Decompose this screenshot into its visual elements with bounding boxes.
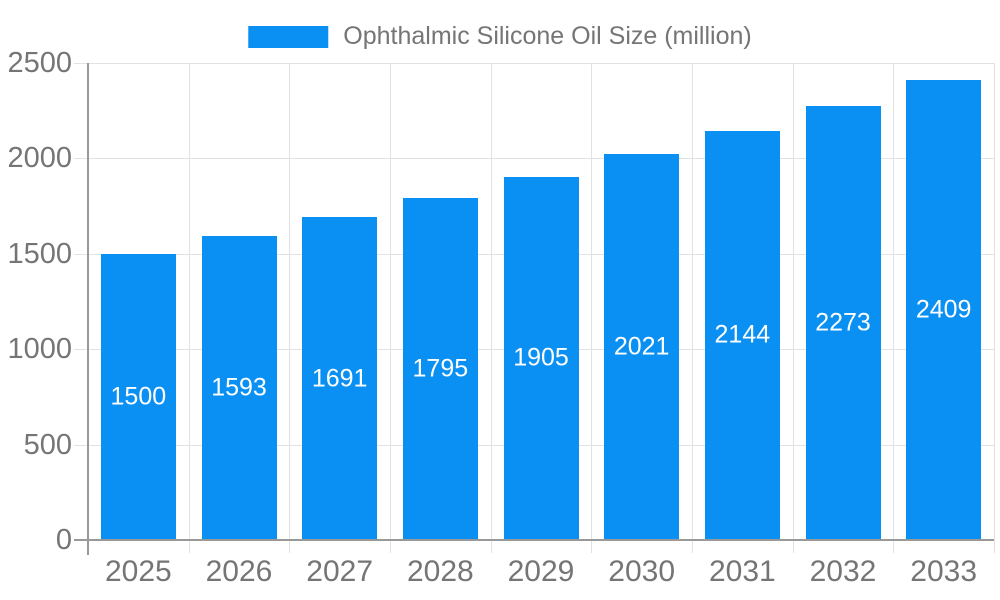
bar-2028[interactable]: 1795 — [402, 197, 478, 540]
legend[interactable]: Ophthalmic Silicone Oil Size (million) — [248, 22, 752, 51]
bar-value-label: 1500 — [110, 382, 167, 411]
x-gridline — [994, 63, 995, 553]
bar-value-label: 2273 — [815, 308, 871, 337]
y-gridline — [74, 63, 994, 64]
y-axis-tick-label: 2500 — [7, 47, 72, 79]
bar-2026[interactable]: 1593 — [201, 236, 277, 540]
x-gridline — [490, 63, 492, 553]
y-axis-tick-label: 500 — [23, 428, 72, 461]
bar-value-label: 2021 — [613, 332, 670, 361]
x-axis-tick-label: 2028 — [406, 555, 474, 588]
x-axis-tick-label: 2032 — [809, 555, 877, 588]
bar-2029[interactable]: 1905 — [503, 176, 579, 540]
bar-2033[interactable]: 2409 — [906, 80, 982, 540]
bar-value-label: 1905 — [513, 343, 569, 372]
x-axis-tick-label: 2031 — [708, 555, 776, 588]
bar-value-label: 1593 — [211, 373, 267, 402]
x-axis-tick-label: 2029 — [507, 555, 575, 588]
x-gridline — [188, 63, 190, 553]
x-axis-tick-label: 2033 — [910, 555, 978, 588]
bar-value-label: 2409 — [915, 295, 972, 324]
x-axis-tick-label: 2027 — [306, 555, 374, 588]
x-gridline — [289, 63, 291, 553]
x-gridline — [692, 63, 693, 553]
bar-2032[interactable]: 2273 — [805, 106, 881, 540]
x-gridline — [893, 63, 895, 553]
bar-value-label: 2144 — [714, 320, 771, 349]
x-axis-tick-label: 2030 — [608, 555, 676, 588]
bar-2030[interactable]: 2021 — [604, 154, 680, 540]
bar-value-label: 1795 — [412, 354, 469, 383]
x-axis-line — [74, 539, 994, 541]
bar-2025[interactable]: 1500 — [100, 253, 176, 540]
legend-swatch — [248, 25, 329, 48]
y-axis-tick-label: 1000 — [7, 333, 72, 366]
y-gridline — [74, 158, 994, 160]
y-axis-tick-label: 0 — [55, 524, 72, 556]
bar-2031[interactable]: 2144 — [704, 130, 780, 540]
x-axis-tick-label: 2025 — [104, 555, 172, 588]
legend-label: Ophthalmic Silicone Oil Size (million) — [343, 22, 752, 50]
y-axis-tick-label: 2000 — [7, 142, 72, 175]
x-gridline — [591, 63, 593, 553]
y-axis-line — [87, 63, 89, 555]
y-axis-tick-label: 1500 — [7, 237, 72, 270]
x-axis-tick-label: 2026 — [205, 555, 273, 588]
x-gridline — [792, 63, 794, 553]
bar-2027[interactable]: 1691 — [302, 217, 378, 540]
x-gridline — [390, 63, 391, 553]
bar-value-label: 1691 — [311, 364, 368, 393]
